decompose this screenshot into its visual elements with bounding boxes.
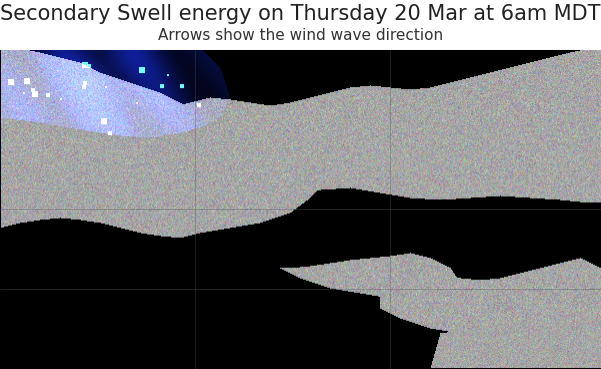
Text: Arrows show the wind wave direction: Arrows show the wind wave direction xyxy=(158,28,443,44)
Text: Secondary Swell energy on Thursday 20 Mar at 6am MDT: Secondary Swell energy on Thursday 20 Ma… xyxy=(0,4,601,24)
